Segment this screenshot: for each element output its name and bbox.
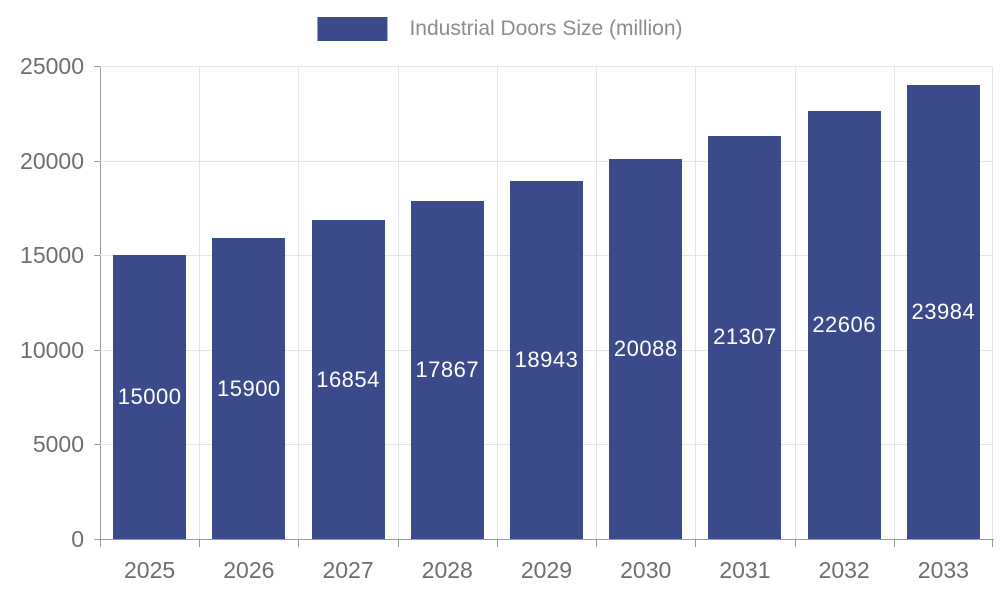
legend-swatch-icon — [317, 17, 388, 41]
y-axis-tick — [94, 539, 100, 540]
y-tick-label: 25000 — [20, 53, 84, 79]
bar-value-label: 23984 — [911, 299, 976, 325]
bar-value-label: 22606 — [812, 312, 876, 338]
x-gridline — [298, 66, 300, 539]
y-axis-tick — [94, 160, 100, 162]
y-tick-label: 0 — [71, 526, 84, 552]
plot-area: 15000 15900 16854 17867 18943 20088 21307 22606… — [100, 66, 993, 539]
x-tick-label: 2029 — [520, 557, 573, 583]
x-tick-label: 2026 — [223, 557, 275, 583]
y-tick-label: 5000 — [32, 431, 84, 458]
bar-2026[interactable]: 15900 — [212, 238, 286, 539]
x-tick-label: 2030 — [620, 557, 672, 583]
x-gridline — [695, 66, 697, 539]
bar-value-label: 17867 — [415, 356, 480, 382]
legend[interactable]: Industrial Doors Size (million) — [317, 17, 683, 41]
bar-2029[interactable]: 18943 — [510, 180, 583, 539]
x-gridline — [199, 66, 201, 539]
x-gridline — [794, 66, 796, 539]
bar-2028[interactable]: 17867 — [410, 200, 484, 539]
x-axis-tick — [695, 539, 697, 547]
y-gridline — [100, 160, 993, 162]
y-axis-tick — [94, 444, 100, 446]
x-axis-tick — [992, 539, 993, 547]
x-axis-tick — [496, 539, 498, 547]
x-axis-tick — [397, 539, 399, 547]
x-tick-label: 2033 — [917, 557, 969, 583]
x-gridline — [496, 66, 498, 539]
x-gridline — [397, 66, 399, 539]
x-gridline — [992, 66, 993, 539]
bar-2032[interactable]: 22606 — [807, 111, 881, 539]
y-tick-label: 15000 — [20, 242, 84, 269]
bar-2033[interactable]: 23984 — [906, 85, 980, 539]
bar-value-label: 15000 — [117, 384, 182, 410]
bar-2025[interactable]: 15000 — [113, 255, 187, 539]
x-axis-tick — [199, 539, 201, 547]
x-tick-label: 2027 — [322, 557, 374, 583]
y-tick-label: 20000 — [20, 147, 84, 174]
y-axis-tick — [94, 66, 100, 67]
y-gridline — [100, 66, 993, 67]
y-axis-tick — [94, 349, 100, 351]
y-axis-line — [100, 66, 101, 539]
bar-value-label: 20088 — [613, 335, 678, 361]
x-axis-tick — [794, 539, 796, 547]
bar-2027[interactable]: 16854 — [311, 220, 385, 539]
x-axis-tick — [596, 539, 598, 547]
x-axis-tick — [298, 539, 300, 547]
x-tick-label: 2025 — [124, 557, 176, 583]
y-axis-tick — [94, 255, 100, 257]
x-gridline — [893, 66, 895, 539]
y-tick-label: 10000 — [20, 336, 84, 363]
bar-2030[interactable]: 20088 — [609, 158, 683, 539]
x-axis-line — [100, 539, 994, 540]
bar-value-label: 18943 — [514, 346, 579, 372]
bar-value-label: 16854 — [316, 366, 380, 392]
x-gridline — [596, 66, 598, 539]
legend-label: Industrial Doors Size (million) — [409, 17, 683, 40]
x-axis-tick — [893, 539, 895, 547]
x-tick-label: 2031 — [719, 557, 771, 583]
x-tick-label: 2032 — [818, 557, 870, 583]
x-axis-tick — [100, 539, 101, 547]
bar-value-label: 15900 — [216, 375, 281, 401]
x-tick-label: 2028 — [421, 557, 473, 583]
bar-value-label: 21307 — [713, 324, 777, 350]
bar-2031[interactable]: 21307 — [708, 135, 782, 539]
